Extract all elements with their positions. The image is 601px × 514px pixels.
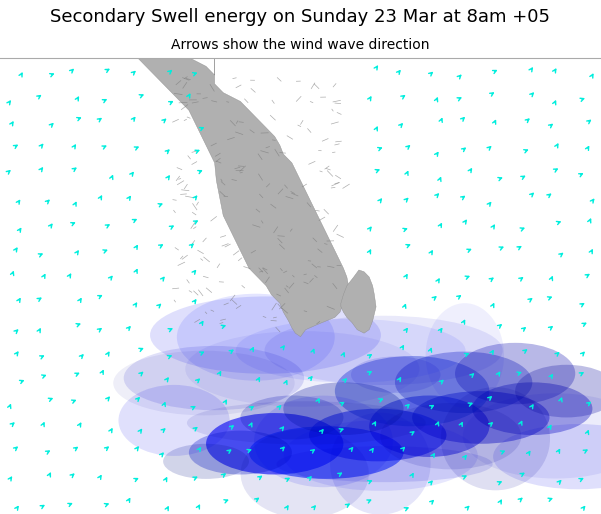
Ellipse shape [335, 356, 489, 426]
Ellipse shape [249, 426, 403, 479]
Ellipse shape [369, 395, 489, 457]
Ellipse shape [412, 391, 549, 444]
Ellipse shape [395, 352, 532, 413]
Ellipse shape [309, 409, 447, 462]
Ellipse shape [276, 446, 493, 482]
Ellipse shape [124, 346, 304, 410]
Ellipse shape [283, 382, 403, 435]
Ellipse shape [330, 413, 430, 514]
Polygon shape [341, 270, 376, 333]
Text: Secondary Swell energy on Sunday 23 Mar at 8am +05: Secondary Swell energy on Sunday 23 Mar … [50, 8, 551, 26]
Text: Arrows show the wind wave direction: Arrows show the wind wave direction [171, 38, 430, 52]
Ellipse shape [455, 343, 575, 405]
Ellipse shape [163, 444, 249, 479]
Ellipse shape [187, 401, 426, 445]
Ellipse shape [236, 319, 466, 383]
Ellipse shape [351, 356, 441, 393]
Ellipse shape [493, 424, 601, 489]
Ellipse shape [150, 297, 381, 374]
Ellipse shape [264, 316, 502, 385]
Ellipse shape [240, 429, 369, 514]
Ellipse shape [240, 395, 343, 439]
Ellipse shape [177, 293, 335, 381]
Ellipse shape [185, 331, 419, 407]
Ellipse shape [472, 382, 593, 435]
Ellipse shape [118, 385, 230, 456]
Ellipse shape [463, 393, 601, 479]
Ellipse shape [254, 396, 393, 487]
Ellipse shape [441, 387, 550, 490]
Ellipse shape [380, 403, 521, 469]
Ellipse shape [206, 413, 343, 474]
Ellipse shape [426, 303, 504, 408]
Ellipse shape [189, 431, 292, 474]
Ellipse shape [515, 365, 601, 417]
Ellipse shape [284, 420, 478, 491]
Polygon shape [138, 49, 349, 337]
Ellipse shape [113, 351, 294, 415]
